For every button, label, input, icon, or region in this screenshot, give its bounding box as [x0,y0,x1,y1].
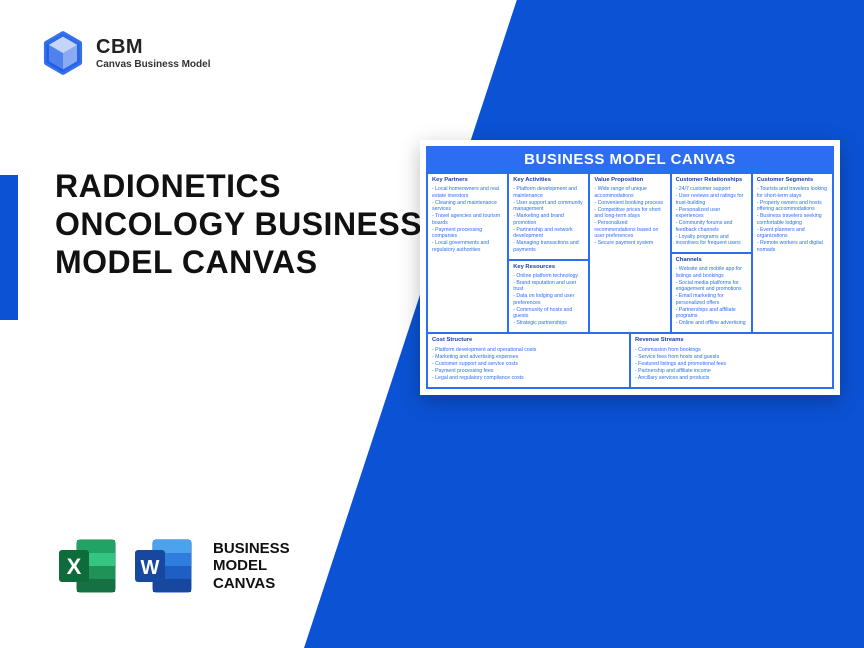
accent-bar [0,175,18,320]
list-item: Platform development and maintenance [513,186,584,199]
list-item: User support and community management [513,200,584,213]
list-item: Personalized user experiences [676,207,747,220]
brand-logo: CBM Canvas Business Model [40,30,210,76]
list-item: Marketing and brand promotion [513,213,584,226]
list-item: Cleaning and maintenance services [432,200,503,213]
list-item: Payment processing fees [432,368,625,375]
canvas-card: BUSINESS MODEL CANVAS Key Partners Local… [420,140,840,395]
col-activities-resources: Key Activities Platform development and … [508,173,589,333]
list-item: Business travelers seeking comfortable l… [757,213,828,226]
list-item: 24/7 customer support [676,186,747,193]
cell-key-resources: Key Resources Online platform technology… [508,260,589,334]
cell-key-partners: Key Partners Local homeowners and real e… [427,173,508,333]
bmc-label: BUSINESS MODEL CANVAS [213,540,290,592]
list-item: Travel agencies and tourism boards [432,213,503,226]
list-item: Online and offline advertising [676,320,747,327]
word-icon: W [131,534,195,598]
list-item: Local homeowners and real estate investo… [432,186,503,199]
canvas-grid: Key Partners Local homeowners and real e… [426,173,834,389]
app-icons-row: X W BUSINESS MODEL CANVAS [55,534,290,598]
list-item: Remote workers and digital nomads [757,240,828,253]
list-item: Featured listings and promotional fees [635,361,828,368]
cell-key-activities: Key Activities Platform development and … [508,173,589,260]
svg-text:W: W [141,557,160,579]
list-item: Managing transactions and payments [513,240,584,253]
list-item: Data on lodging and user preferences [513,293,584,306]
list-item: User reviews and ratings for trust-build… [676,193,747,206]
list-item: Convenient booking process [594,200,665,207]
list-item: Partnerships and affiliate programs [676,307,747,320]
cell-value-proposition: Value Proposition Wide range of unique a… [589,173,670,333]
list-item: Legal and regulatory compliance costs [432,375,625,382]
list-item: Social media platforms for engagement an… [676,280,747,293]
list-item: Local governments and regulatory authori… [432,240,503,253]
list-item: Customer support and service costs [432,361,625,368]
list-item: Partnership and network development [513,227,584,240]
cell-customer-relationships: Customer Relationships 24/7 customer sup… [671,173,752,253]
list-item: Commission from bookings [635,347,828,354]
list-item: Competitive prices for short and long-te… [594,207,665,220]
list-item: Event planners and organizations [757,227,828,240]
brand-name: CBM [96,36,210,59]
list-item: Community of hosts and guests [513,307,584,320]
list-item: Online platform technology [513,273,584,280]
brand-subtitle: Canvas Business Model [96,59,210,70]
list-item: Personalized recommendations based on us… [594,220,665,240]
cell-revenue-streams: Revenue Streams Commission from bookings… [630,333,833,387]
list-item: Community forums and feedback channels [676,220,747,233]
list-item: Marketing and advertising expenses [432,354,625,361]
list-item: Platform development and operational cos… [432,347,625,354]
canvas-header: BUSINESS MODEL CANVAS [426,146,834,173]
svg-text:X: X [67,554,82,579]
list-item: Strategic partnerships [513,320,584,327]
cell-cost-structure: Cost Structure Platform development and … [427,333,630,387]
list-item: Service fees from hosts and guests [635,354,828,361]
list-item: Wide range of unique accommodations [594,186,665,199]
list-item: Email marketing for personalized offers [676,293,747,306]
list-item: Ancillary services and products [635,375,828,382]
bmc-label-line3: CANVAS [213,575,290,592]
cell-channels: Channels Website and mobile app for list… [671,253,752,333]
list-item: Partnership and affiliate income [635,368,828,375]
cell-customer-segments: Customer Segments Tourists and travelers… [752,173,833,333]
list-item: Website and mobile app for listings and … [676,266,747,279]
list-item: Tourists and travelers looking for short… [757,186,828,199]
list-item: Secure payment system [594,240,665,247]
col-relationships-channels: Customer Relationships 24/7 customer sup… [671,173,752,333]
bmc-label-line1: BUSINESS [213,540,290,557]
list-item: Payment processing companies [432,227,503,240]
list-item: Property owners and hosts offering accom… [757,200,828,213]
excel-icon: X [55,534,119,598]
page-title: RADIONETICS ONCOLOGY BUSINESS MODEL CANV… [55,168,425,281]
bmc-label-line2: MODEL [213,557,290,574]
list-item: Brand reputation and user trust [513,280,584,293]
list-item: Loyalty programs and incentives for freq… [676,234,747,247]
logo-hex-icon [40,30,86,76]
